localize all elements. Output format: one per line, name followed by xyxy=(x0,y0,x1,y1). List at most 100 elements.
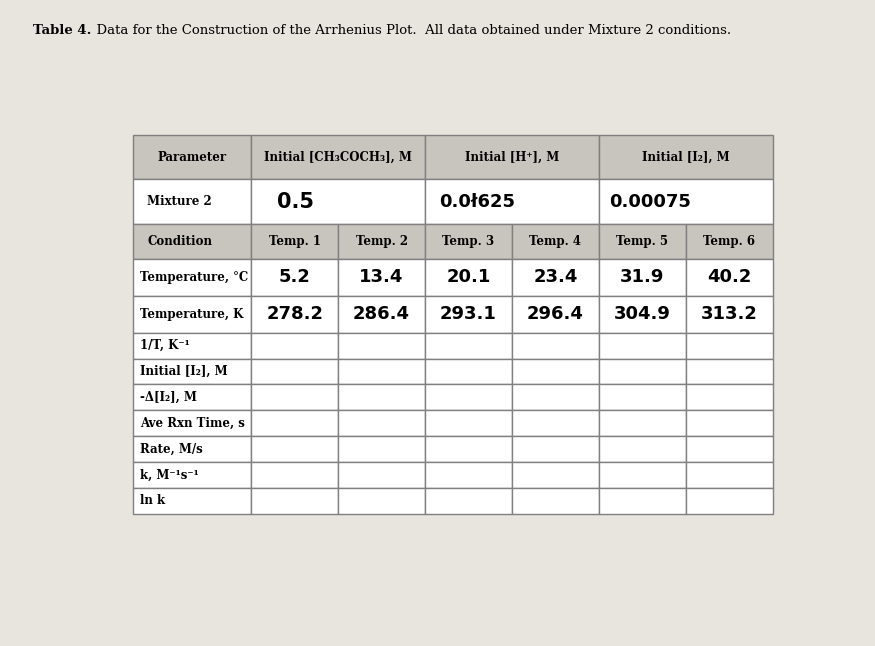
Text: Initial [I₂], M: Initial [I₂], M xyxy=(642,151,730,163)
Text: 23.4: 23.4 xyxy=(533,269,578,286)
Bar xyxy=(338,384,425,410)
Bar xyxy=(251,436,338,462)
Text: 286.4: 286.4 xyxy=(354,306,410,323)
Bar xyxy=(425,462,512,488)
Bar xyxy=(338,359,425,384)
Bar xyxy=(133,462,251,488)
Bar xyxy=(251,296,338,333)
Text: 20.1: 20.1 xyxy=(446,269,491,286)
Bar xyxy=(338,410,425,436)
Bar xyxy=(338,436,425,462)
Bar xyxy=(425,224,512,259)
Bar xyxy=(512,359,598,384)
Bar xyxy=(686,333,773,359)
Text: Parameter: Parameter xyxy=(158,151,227,163)
Text: Temp. 5: Temp. 5 xyxy=(616,235,668,248)
Text: Temp. 2: Temp. 2 xyxy=(355,235,408,248)
Bar xyxy=(251,180,425,224)
Bar xyxy=(598,384,686,410)
Bar xyxy=(251,224,338,259)
Bar xyxy=(425,436,512,462)
Text: 304.9: 304.9 xyxy=(614,306,671,323)
Bar xyxy=(598,436,686,462)
Text: Temp. 6: Temp. 6 xyxy=(704,235,755,248)
Bar xyxy=(133,180,251,224)
Text: Initial [I₂], M: Initial [I₂], M xyxy=(140,365,228,378)
Bar xyxy=(686,488,773,514)
Bar xyxy=(133,359,251,384)
Bar xyxy=(598,259,686,296)
Bar xyxy=(251,384,338,410)
Bar xyxy=(425,296,512,333)
Bar xyxy=(425,259,512,296)
Bar xyxy=(425,359,512,384)
Bar xyxy=(598,224,686,259)
Text: Initial [CH₃COCH₃], M: Initial [CH₃COCH₃], M xyxy=(264,151,412,163)
Text: 0.00075: 0.00075 xyxy=(609,193,691,211)
Bar xyxy=(338,296,425,333)
Bar xyxy=(133,259,251,296)
Bar xyxy=(512,462,598,488)
Bar xyxy=(512,259,598,296)
Bar xyxy=(425,410,512,436)
Text: 0.5: 0.5 xyxy=(277,192,314,212)
Text: Temperature, K: Temperature, K xyxy=(140,307,243,321)
Text: Rate, M/s: Rate, M/s xyxy=(140,443,203,455)
Text: Temp. 3: Temp. 3 xyxy=(443,235,494,248)
Text: Condition: Condition xyxy=(147,235,213,248)
Bar xyxy=(686,462,773,488)
Text: Initial [H⁺], M: Initial [H⁺], M xyxy=(465,151,559,163)
Bar xyxy=(686,410,773,436)
Bar xyxy=(338,462,425,488)
Bar xyxy=(512,436,598,462)
Bar xyxy=(133,224,251,259)
Text: 0.0ł625: 0.0ł625 xyxy=(439,193,515,211)
Bar xyxy=(598,180,773,224)
Text: ln k: ln k xyxy=(140,494,165,507)
Text: 31.9: 31.9 xyxy=(620,269,664,286)
Bar xyxy=(338,224,425,259)
Bar xyxy=(133,296,251,333)
Bar xyxy=(512,384,598,410)
Text: Ave Rxn Time, s: Ave Rxn Time, s xyxy=(140,417,245,430)
Text: 40.2: 40.2 xyxy=(707,269,752,286)
Bar xyxy=(251,135,425,180)
Text: Temp. 1: Temp. 1 xyxy=(269,235,321,248)
Bar xyxy=(338,488,425,514)
Text: 13.4: 13.4 xyxy=(360,269,403,286)
Text: k, M⁻¹s⁻¹: k, M⁻¹s⁻¹ xyxy=(140,468,199,481)
Text: 313.2: 313.2 xyxy=(701,306,758,323)
Bar xyxy=(133,436,251,462)
Bar xyxy=(425,180,598,224)
Bar xyxy=(598,359,686,384)
Text: 293.1: 293.1 xyxy=(440,306,497,323)
Bar xyxy=(251,488,338,514)
Text: Table 4.: Table 4. xyxy=(33,24,92,37)
Text: -Δ[I₂], M: -Δ[I₂], M xyxy=(140,391,197,404)
Bar xyxy=(133,488,251,514)
Text: 296.4: 296.4 xyxy=(527,306,584,323)
Bar xyxy=(512,224,598,259)
Text: 278.2: 278.2 xyxy=(266,306,323,323)
Bar xyxy=(686,384,773,410)
Bar xyxy=(251,410,338,436)
Bar xyxy=(686,359,773,384)
Bar xyxy=(133,333,251,359)
Bar xyxy=(512,296,598,333)
Bar xyxy=(598,410,686,436)
Bar xyxy=(512,488,598,514)
Bar xyxy=(686,296,773,333)
Bar xyxy=(598,333,686,359)
Bar xyxy=(425,135,598,180)
Bar xyxy=(338,333,425,359)
Bar xyxy=(598,488,686,514)
Bar xyxy=(338,259,425,296)
Bar xyxy=(512,333,598,359)
Bar xyxy=(425,333,512,359)
Bar xyxy=(251,333,338,359)
Bar xyxy=(686,436,773,462)
Text: 1/T, K⁻¹: 1/T, K⁻¹ xyxy=(140,339,190,352)
Bar xyxy=(598,462,686,488)
Text: Temperature, °C: Temperature, °C xyxy=(140,271,248,284)
Bar xyxy=(512,410,598,436)
